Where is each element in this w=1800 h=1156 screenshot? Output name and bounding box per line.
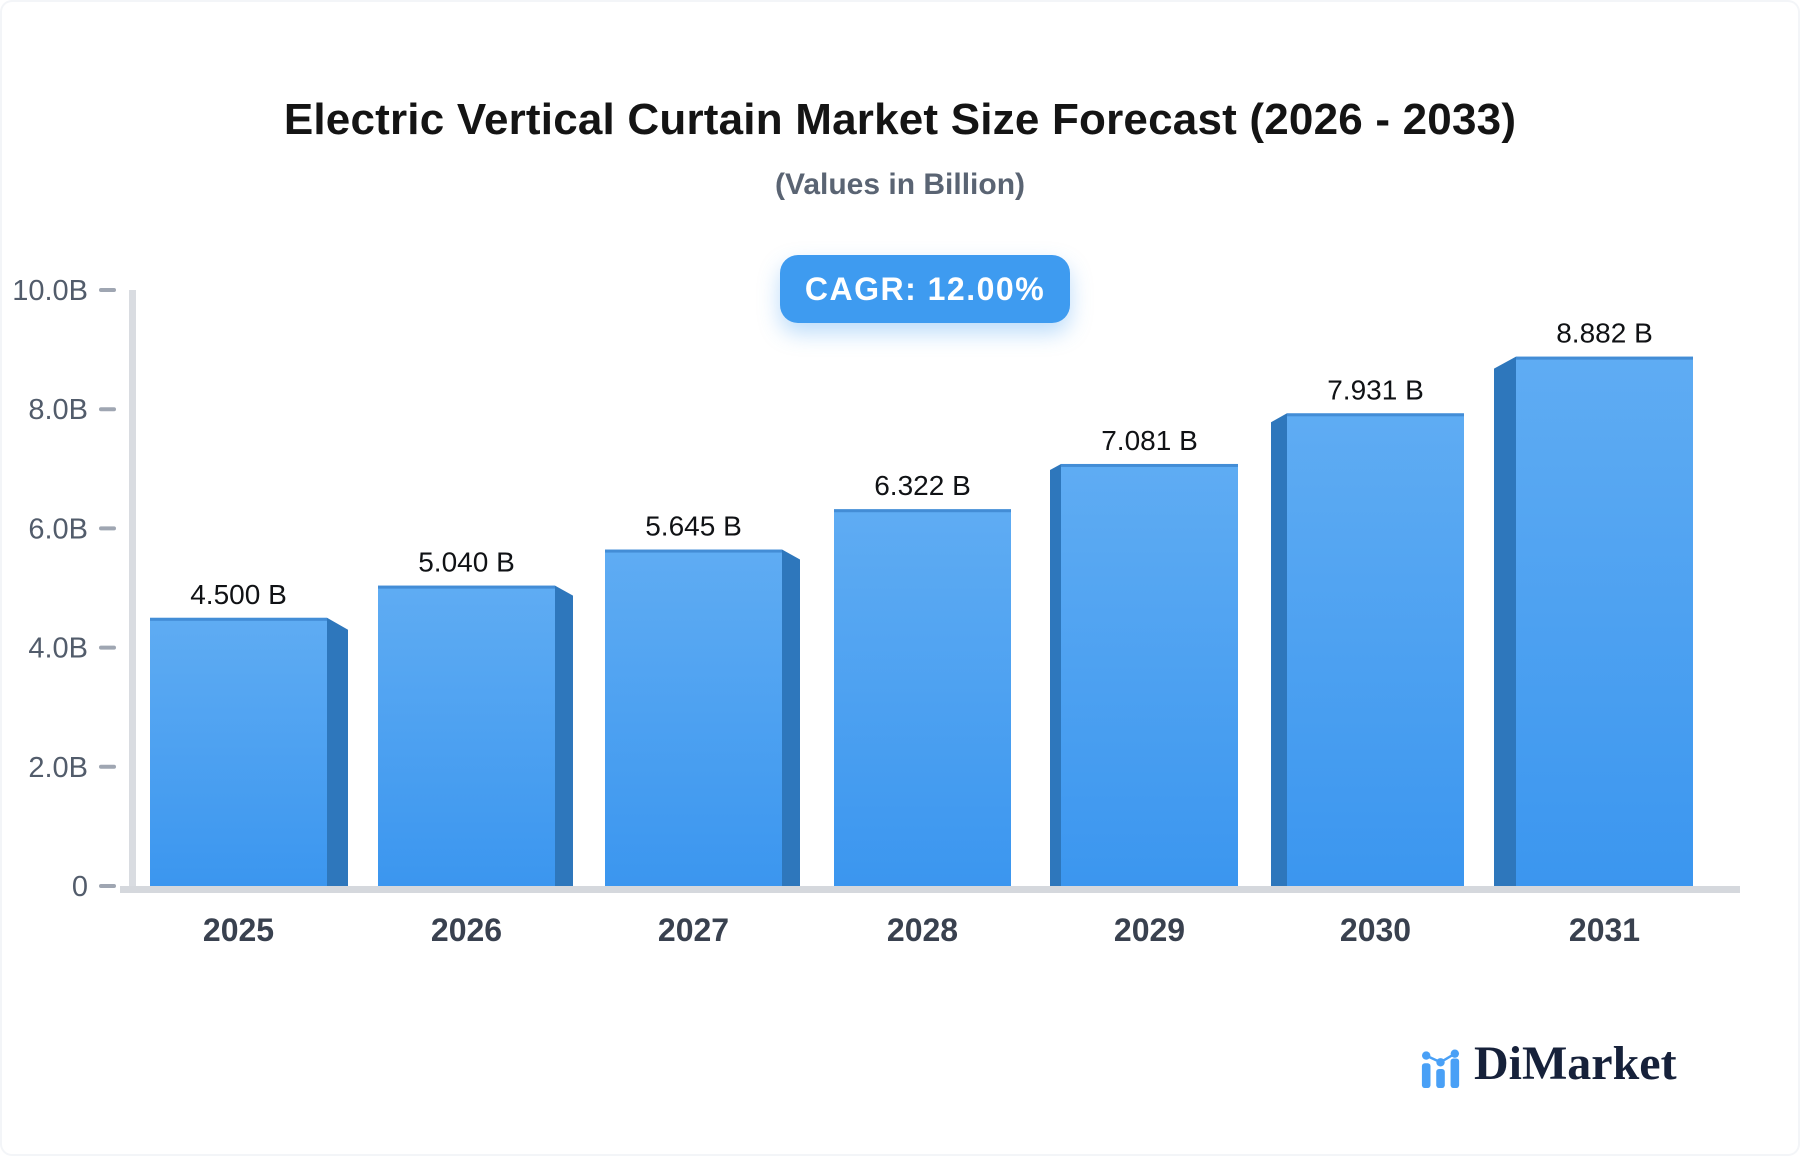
- bar-3d-side: [1050, 463, 1061, 886]
- bar-column-2027: [605, 549, 782, 886]
- bar-3d-side: [555, 585, 573, 886]
- y-tick-dash: [99, 407, 116, 412]
- x-axis-year-label: 2029: [1114, 912, 1185, 948]
- bar-3d-side: [1271, 413, 1287, 886]
- x-axis-baseline: [120, 886, 1740, 893]
- x-axis-year-label: 2027: [658, 912, 729, 948]
- y-tick-label: 2.0B: [28, 752, 88, 784]
- cagr-badge: CAGR: 12.00%: [780, 255, 1070, 323]
- bar-chart-logo-icon: [1421, 1049, 1460, 1089]
- chart-subtitle: (Values in Billion): [774, 168, 1026, 201]
- y-tick-dash: [99, 645, 116, 650]
- bar-top-edge: [378, 585, 555, 589]
- bar-value-label: 8.882 B: [1556, 318, 1653, 349]
- bar-top-edge: [605, 549, 782, 553]
- y-tick-label: 0: [72, 871, 88, 903]
- bar-column-2031: [1516, 356, 1693, 886]
- y-axis-line: [129, 290, 136, 886]
- y-tick-label: 8.0B: [28, 394, 88, 426]
- y-tick-dash: [99, 526, 116, 531]
- y-tick-label: 4.0B: [28, 633, 88, 665]
- y-tick-label: 10.0B: [12, 275, 88, 307]
- bar-value-label: 7.931 B: [1327, 374, 1424, 405]
- y-tick-dash: [99, 764, 116, 769]
- cagr-badge-label: CAGR: 12.00%: [804, 270, 1046, 307]
- brand-logo-text: DiMarket: [1474, 1037, 1677, 1090]
- bar-column-2026: [378, 585, 555, 886]
- bar-value-label: 5.645 B: [645, 511, 742, 542]
- bar-value-label: 7.081 B: [1101, 425, 1198, 456]
- bar-column-2030: [1287, 413, 1464, 886]
- bar-column-2028: [834, 509, 1011, 886]
- bar-value-label: 4.500 B: [190, 579, 287, 610]
- y-tick-dash: [99, 288, 116, 292]
- x-axis-year-label: 2030: [1340, 912, 1411, 948]
- brand-logo: DiMarket: [1420, 1040, 1677, 1089]
- x-axis-year-label: 2026: [431, 912, 502, 948]
- bar-value-label: 6.322 B: [874, 470, 971, 501]
- bar-3d-side: [1494, 356, 1516, 886]
- chart-title: Electric Vertical Curtain Market Size Fo…: [283, 95, 1517, 144]
- bar-top-edge: [1516, 356, 1693, 360]
- x-axis-year-label: 2031: [1569, 912, 1640, 948]
- bar-3d-side: [327, 617, 348, 886]
- bar-top-edge: [834, 509, 1011, 513]
- x-axis-year-label: 2028: [887, 912, 958, 948]
- bar-top-edge: [1061, 463, 1238, 467]
- bar-3d-side: [782, 549, 800, 886]
- bar-top-edge: [1287, 413, 1464, 417]
- bar-column-2029: [1061, 463, 1238, 886]
- bar-top-edge: [150, 617, 327, 621]
- y-tick-label: 6.0B: [28, 513, 88, 545]
- x-axis-year-label: 2025: [203, 912, 274, 948]
- y-tick-dash: [99, 884, 116, 888]
- bar-value-label: 5.040 B: [418, 547, 515, 578]
- bar-column-2025: [150, 617, 327, 886]
